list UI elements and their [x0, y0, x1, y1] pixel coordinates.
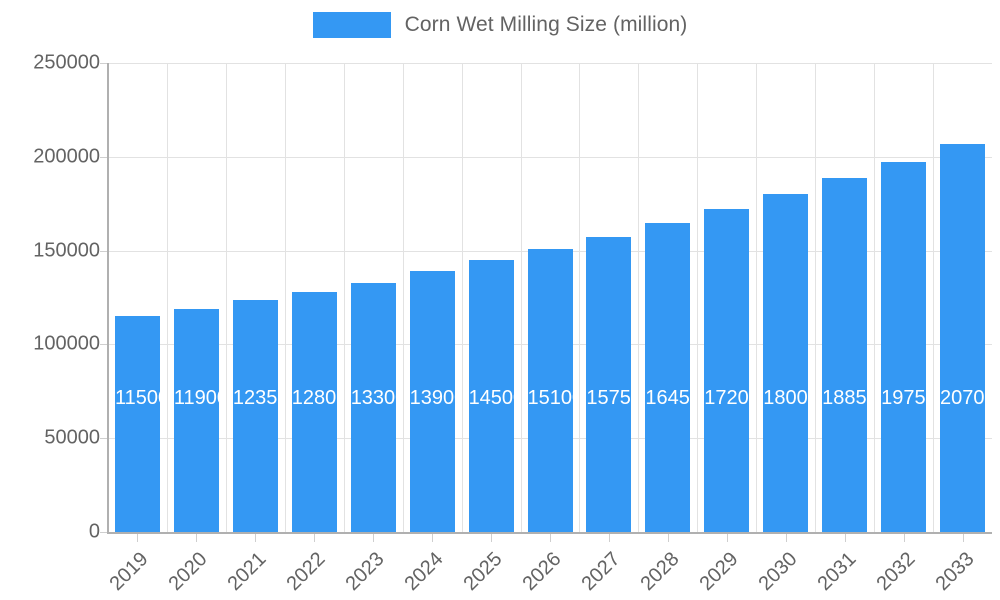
x-axis-tick-label: 2025 — [459, 548, 507, 596]
x-axis-tick-label: 2026 — [518, 548, 566, 596]
bar-value-label: 115000 — [114, 387, 160, 409]
gridline-vertical — [226, 63, 227, 532]
x-axis-tick-label: 2023 — [341, 548, 389, 596]
bar[interactable]: 119000 — [173, 308, 219, 532]
bar[interactable]: 172000 — [704, 209, 750, 532]
x-axis-tick-mark — [726, 534, 728, 542]
bar-value-label: 172000 — [704, 387, 749, 409]
y-axis-tick-mark — [100, 438, 108, 440]
x-axis-tick-mark — [608, 534, 610, 542]
x-axis-line — [108, 532, 992, 534]
bar[interactable]: 197500 — [881, 161, 927, 532]
legend-swatch-corn-wet-milling-size[interactable] — [312, 12, 391, 38]
gridline-vertical — [521, 63, 522, 532]
x-axis-tick-label: 2030 — [754, 548, 802, 596]
y-axis-tick-mark — [100, 250, 108, 252]
plot-area: 115000 119000 123500 128000 133000 139000 1450… — [108, 63, 992, 533]
bar-value-label: 197500 — [881, 387, 926, 409]
bar-value-label: 119000 — [173, 387, 219, 409]
bar[interactable]: 145000 — [468, 259, 514, 532]
gridline-vertical — [344, 63, 345, 532]
bar[interactable]: 180000 — [763, 194, 809, 532]
x-axis-tick-mark — [314, 534, 316, 542]
chart-legend: Corn Wet Milling Size (million) — [0, 12, 1000, 38]
gridline-vertical — [462, 63, 463, 532]
bar[interactable]: 123500 — [232, 300, 278, 532]
gridline-vertical — [933, 63, 934, 532]
bar[interactable]: 115000 — [114, 316, 160, 532]
gridline-vertical — [579, 63, 580, 532]
x-axis-tick-label: 2021 — [223, 548, 271, 596]
bar-value-label: 188500 — [822, 387, 867, 409]
gridline-vertical — [403, 63, 404, 532]
bar-value-label: 139000 — [409, 387, 455, 409]
x-axis-tick-label: 2019 — [105, 548, 154, 596]
bar[interactable]: 139000 — [409, 271, 455, 532]
bar[interactable]: 151000 — [527, 248, 573, 532]
x-axis-tick-label: 2027 — [577, 548, 625, 596]
x-axis-tick-label: 2024 — [400, 548, 448, 596]
legend-label-corn-wet-milling-size[interactable]: Corn Wet Milling Size (million) — [404, 13, 688, 36]
x-axis-tick-label: 2028 — [636, 548, 684, 596]
bar-value-label: 133000 — [350, 387, 396, 409]
bar-value-label: 128000 — [291, 387, 337, 409]
y-axis-tick-label: 50000 — [44, 426, 100, 449]
bar-value-label: 207000 — [940, 387, 985, 409]
x-axis-tick-mark — [903, 534, 905, 542]
y-axis-line — [107, 63, 109, 534]
x-axis-tick-label: 2033 — [931, 548, 979, 596]
bar[interactable]: 164500 — [645, 223, 691, 532]
x-axis-tick-mark — [844, 534, 846, 542]
bar[interactable]: 157500 — [586, 236, 632, 532]
y-axis-tick-mark — [100, 156, 108, 158]
x-axis-tick-mark — [667, 534, 669, 542]
bar-value-label: 157500 — [586, 387, 631, 409]
x-axis-tick-mark — [373, 534, 375, 542]
x-axis-tick-label: 2020 — [164, 548, 212, 596]
x-axis-tick-label: 2032 — [872, 548, 920, 596]
bar-value-label: 151000 — [527, 387, 573, 409]
x-axis-tick-mark — [962, 534, 964, 542]
gridline-vertical — [167, 63, 168, 532]
y-axis-tick-label: 150000 — [33, 239, 100, 262]
bar-value-label: 180000 — [763, 387, 808, 409]
bar[interactable]: 128000 — [291, 291, 337, 532]
gridline-vertical — [815, 63, 816, 532]
gridline-vertical — [697, 63, 698, 532]
gridline-vertical — [874, 63, 875, 532]
x-axis-tick-mark — [550, 534, 551, 542]
bar-value-label: 164500 — [645, 387, 690, 409]
x-axis-tick-mark — [785, 534, 787, 542]
gridline-vertical — [638, 63, 639, 532]
bar-value-label: 123500 — [232, 387, 278, 409]
bar[interactable]: 207000 — [940, 143, 986, 532]
y-axis-tick-mark — [100, 532, 108, 533]
gridline-vertical — [285, 63, 286, 532]
x-axis-tick-mark — [432, 534, 434, 542]
y-axis: 0 50000 100000 150000 200000 250000 — [0, 0, 108, 600]
x-axis-tick-mark — [196, 534, 198, 542]
bar-value-label: 145000 — [468, 387, 514, 409]
x-axis-tick-label: 2022 — [282, 548, 330, 596]
y-axis-tick-label: 200000 — [33, 145, 100, 168]
gridline-horizontal — [108, 156, 992, 158]
y-axis-tick-label: 0 — [88, 520, 100, 543]
x-axis-tick-mark — [491, 534, 493, 542]
bar[interactable]: 133000 — [350, 282, 396, 532]
gridline-vertical — [756, 63, 757, 532]
x-axis-tick-mark — [137, 534, 139, 542]
y-axis-tick-label: 250000 — [33, 51, 100, 74]
gridline-horizontal — [108, 63, 992, 64]
y-axis-tick-label: 100000 — [33, 332, 100, 355]
x-axis-tick-label: 2031 — [813, 548, 861, 596]
x-axis-tick-label: 2029 — [695, 548, 743, 596]
bar[interactable]: 188500 — [822, 178, 868, 532]
y-axis-tick-mark — [100, 63, 108, 64]
x-axis-tick-mark — [255, 534, 257, 542]
y-axis-tick-mark — [100, 344, 108, 346]
